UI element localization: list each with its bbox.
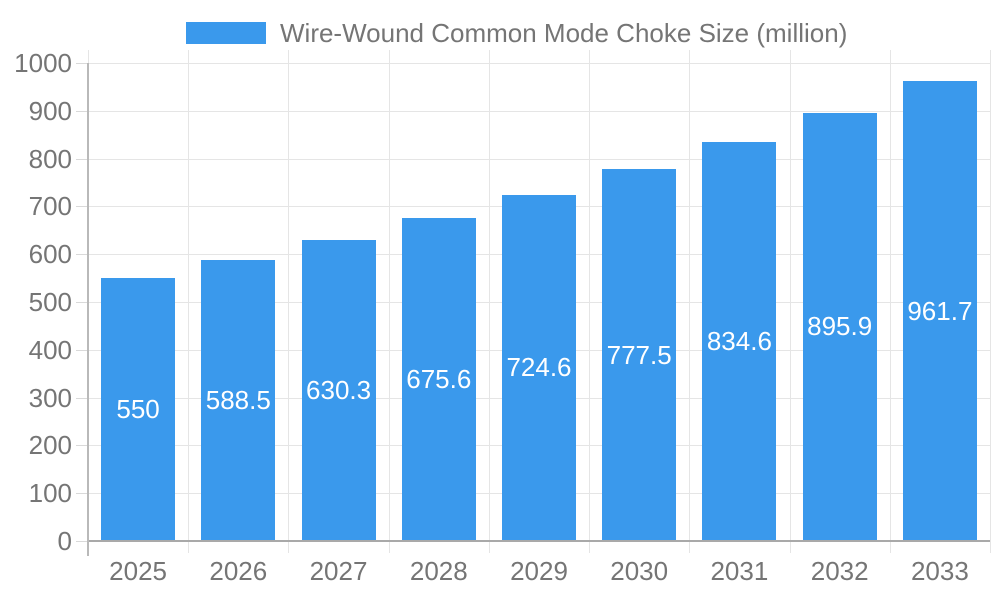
- y-axis-tick: [76, 493, 88, 495]
- y-axis-label: 800: [28, 143, 72, 174]
- y-axis-tick: [76, 397, 88, 399]
- vertical-gridline: [689, 50, 691, 553]
- x-axis-label: 2030: [610, 556, 669, 586]
- y-axis-tick: [76, 445, 88, 447]
- x-axis-label: 2032: [810, 556, 869, 586]
- x-axis-label: 2027: [309, 556, 368, 586]
- bar-value-label: 550: [116, 394, 160, 425]
- vertical-gridline: [990, 50, 991, 553]
- horizontal-gridline: [88, 158, 990, 160]
- bar-2031[interactable]: 834.6: [702, 142, 777, 541]
- y-axis-label: 500: [28, 287, 72, 317]
- bar-2032[interactable]: 895.9: [802, 112, 877, 541]
- vertical-gridline: [589, 50, 591, 553]
- y-axis-label: 1000: [14, 48, 72, 78]
- x-axis-label: 2033: [910, 556, 969, 586]
- bar-value-label: 630.3: [306, 374, 372, 405]
- x-axis-label: 2028: [409, 556, 468, 586]
- legend-label: Wire-Wound Common Mode Choke Size (milli…: [280, 18, 848, 48]
- bar-2030[interactable]: 777.5: [602, 169, 677, 541]
- vertical-gridline: [789, 50, 791, 553]
- x-axis-label: 2025: [109, 556, 168, 586]
- y-axis-tick: [76, 302, 88, 303]
- y-axis-label: 700: [28, 191, 72, 222]
- bar-value-label: 724.6: [506, 352, 572, 383]
- vertical-gridline: [288, 50, 290, 553]
- bar-2026[interactable]: 588.5: [201, 259, 276, 541]
- bar-value-label: 675.6: [406, 364, 472, 395]
- legend-item[interactable]: Wire-Wound Common Mode Choke Size (milli…: [186, 20, 847, 46]
- x-axis-line: [88, 540, 990, 542]
- vertical-gridline: [889, 50, 891, 553]
- y-axis-tick: [76, 541, 88, 542]
- y-axis-tick: [76, 110, 88, 112]
- vertical-gridline: [188, 50, 190, 553]
- bar-value-label: 834.6: [706, 326, 772, 357]
- y-axis-tick: [76, 63, 88, 64]
- vertical-gridline: [388, 50, 390, 553]
- bar-value-label: 777.5: [606, 339, 672, 370]
- bar-2028[interactable]: 675.6: [401, 218, 476, 541]
- y-axis-tick: [76, 158, 88, 160]
- y-axis-label: 0: [57, 526, 72, 556]
- bar-value-label: 895.9: [807, 311, 873, 342]
- y-axis-label: 200: [28, 430, 72, 461]
- y-axis-label: 400: [28, 334, 72, 365]
- y-axis-label: 300: [28, 382, 72, 413]
- x-axis-label: 2029: [510, 556, 568, 586]
- x-axis-label: 2031: [710, 556, 769, 586]
- y-axis-label: 100: [28, 478, 72, 509]
- y-axis-line: [87, 63, 89, 556]
- vertical-gridline: [488, 50, 490, 553]
- y-axis-tick: [76, 206, 88, 208]
- y-axis-label: 900: [28, 95, 72, 126]
- x-axis-label: 2026: [209, 556, 268, 586]
- y-axis-tick: [76, 254, 88, 256]
- horizontal-gridline: [88, 63, 990, 64]
- bar-value-label: 588.5: [205, 384, 271, 415]
- horizontal-gridline: [88, 110, 990, 112]
- bar-2025[interactable]: 550: [101, 278, 176, 541]
- legend-swatch: [186, 22, 266, 44]
- y-axis-tick: [76, 349, 88, 351]
- bar-2027[interactable]: 630.3: [301, 239, 376, 541]
- bar-value-label: 961.7: [907, 295, 973, 326]
- bar-2029[interactable]: 724.6: [502, 194, 576, 541]
- y-axis-label: 600: [28, 239, 72, 270]
- bar-2033[interactable]: 961.7: [902, 81, 977, 541]
